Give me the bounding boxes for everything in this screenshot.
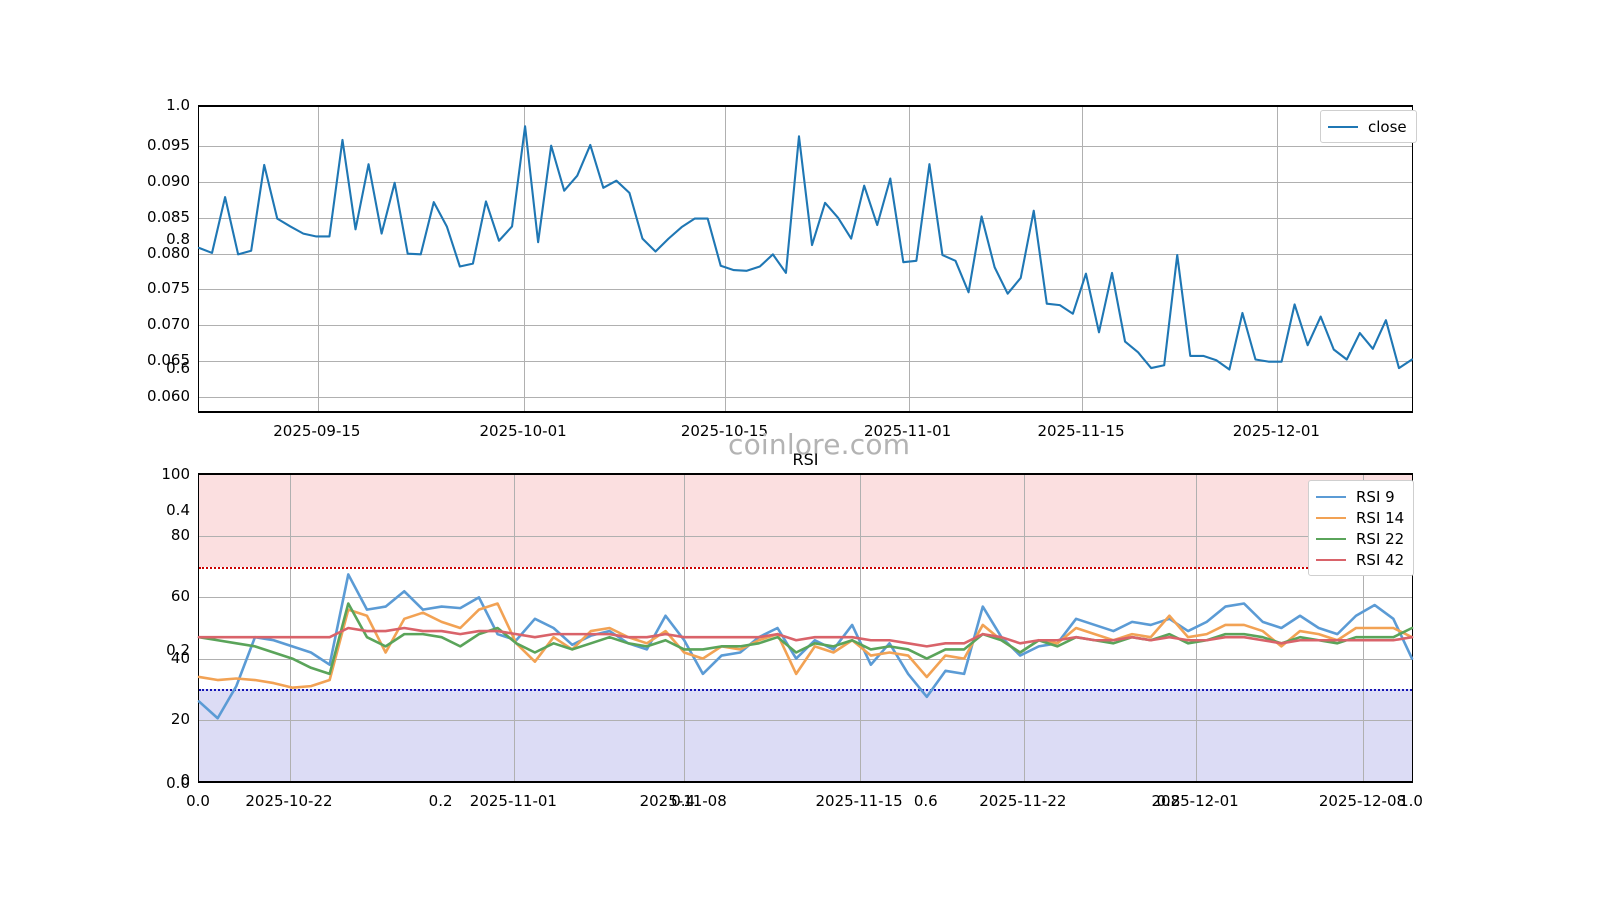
legend-line-swatch (1328, 125, 1358, 128)
rsi-secondary-x-tick-label: 1.0 (1399, 792, 1423, 810)
legend-line-swatch (1316, 558, 1346, 561)
rsi-gridline-h (199, 536, 1412, 538)
price-gridline-h (199, 325, 1412, 327)
rsi-secondary-x-tick-label: 0.8 (1156, 792, 1181, 810)
rsi-x-tick-label: 2025-10-22 (245, 792, 333, 810)
price-secondary-y-tick-label: 0.6 (166, 359, 190, 377)
rsi-legend-item[interactable]: RSI 22 (1316, 528, 1404, 549)
price-gridline-h (199, 146, 1412, 148)
price-gridline-h (199, 289, 1412, 291)
legend-label: RSI 22 (1356, 529, 1405, 548)
rsi-x-tick-label: 2025-11-22 (979, 792, 1067, 810)
price-x-tick-label: 2025-11-01 (864, 422, 952, 440)
price-gridline-v (908, 107, 910, 411)
rsi-secondary-x-tick-label: 0.4 (671, 792, 696, 810)
price-gridline-v (725, 107, 727, 411)
rsi-overbought-band (199, 475, 1412, 567)
price-gridline-v (1082, 107, 1084, 411)
price-gridline-h (199, 396, 1412, 398)
price-y-tick-label: 0.065 (147, 350, 190, 369)
rsi-chart-title: RSI (792, 450, 819, 469)
price-gridline-h (199, 253, 1412, 255)
rsi-chart-plot-area (197, 473, 1414, 783)
price-gridline-v (1277, 107, 1279, 411)
price-x-tick-label: 2025-10-01 (479, 422, 567, 440)
rsi-y-tick-label: 40 (170, 648, 190, 667)
rsi-gridline-h (199, 597, 1412, 599)
rsi-overbought-threshold-line (199, 566, 1412, 569)
rsi-y-tick-label: 60 (170, 587, 190, 606)
legend-label: RSI 14 (1356, 508, 1405, 527)
rsi-x-tick-label: 2025-12-01 (1151, 792, 1239, 810)
rsi-secondary-x-tick-label: 0.6 (913, 792, 938, 810)
price-line-series (197, 125, 1414, 371)
price-y-tick-label: 0.095 (147, 136, 190, 155)
price-x-tick-label: 2025-12-01 (1232, 422, 1320, 440)
rsi-secondary-x-tick-label: 0.2 (428, 792, 453, 810)
rsi-gridline-v (289, 475, 291, 781)
rsi-gridline-v (684, 475, 686, 781)
price-gridline-v (524, 107, 526, 411)
rsi-gridline-h (199, 719, 1412, 721)
rsi-legend-item[interactable]: RSI 42 (1316, 549, 1404, 570)
rsi-y-tick-label: 20 (170, 709, 190, 728)
price-chart-plot-area (197, 105, 1414, 413)
rsi-legend-item[interactable]: RSI 9 (1316, 486, 1404, 507)
legend-label: close (1368, 117, 1407, 136)
rsi-oversold-band (199, 689, 1412, 781)
rsi-oversold-threshold-line (199, 689, 1412, 692)
rsi-gridline-v (1023, 475, 1025, 781)
price-y-tick-label: 0.085 (147, 207, 190, 226)
rsi-chart-legend: RSI 9 RSI 14 RSI 22 RSI 42 (1308, 480, 1415, 576)
price-secondary-y-tick-label: 1.0 (166, 96, 190, 114)
rsi-line-series (197, 573, 1414, 720)
price-x-tick-label: 2025-10-15 (680, 422, 769, 440)
legend-line-swatch (1316, 495, 1346, 498)
rsi-secondary-y-tick-label: 0.2 (166, 641, 190, 659)
rsi-x-tick-label: 2025-11-08 (639, 792, 727, 810)
rsi-secondary-x-tick-label: 0.0 (186, 792, 210, 810)
rsi-y-tick-label: 0 (180, 771, 190, 789)
price-y-tick-label: 0.070 (147, 315, 190, 334)
price-legend-item[interactable]: close (1328, 116, 1407, 137)
price-secondary-y-tick-label: 0.8 (166, 230, 190, 248)
rsi-y-tick-label: 100 (161, 465, 190, 483)
legend-line-swatch (1316, 537, 1346, 540)
rsi-x-tick-label: 2025-11-15 (815, 792, 903, 810)
price-gridline-v (317, 107, 319, 411)
rsi-gridline-v (860, 475, 862, 781)
price-y-tick-label: 0.060 (147, 386, 190, 405)
price-chart-legend: close (1320, 110, 1417, 143)
rsi-x-tick-label: 2025-11-01 (469, 792, 557, 810)
price-y-tick-label: 0.075 (147, 279, 190, 298)
rsi-y-tick-label: 80 (170, 526, 190, 545)
legend-label: RSI 42 (1356, 550, 1405, 569)
rsi-legend-item[interactable]: RSI 14 (1316, 507, 1404, 528)
price-x-tick-label: 2025-09-15 (273, 422, 361, 440)
rsi-gridline-v (514, 475, 516, 781)
price-y-tick-label: 0.080 (147, 243, 190, 262)
legend-label: RSI 9 (1356, 487, 1395, 506)
price-y-tick-label: 0.090 (147, 172, 190, 191)
rsi-secondary-y-tick-label: 0.4 (166, 501, 190, 519)
rsi-secondary-y-tick-label: 0.0 (166, 774, 190, 792)
legend-line-swatch (1316, 516, 1346, 519)
price-x-tick-label: 2025-11-15 (1037, 422, 1125, 440)
watermark: coinlore.com (728, 428, 911, 461)
rsi-x-tick-label: 2025-12-08 (1318, 792, 1407, 810)
price-gridline-h (199, 217, 1412, 219)
price-gridline-h (199, 360, 1412, 362)
